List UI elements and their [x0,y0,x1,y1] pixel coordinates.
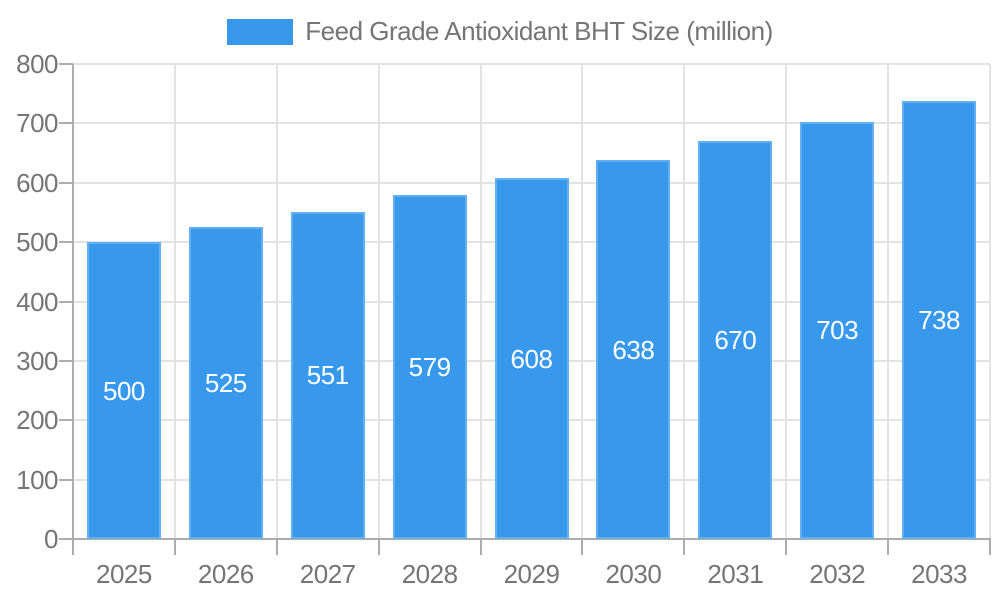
y-tick-mark [59,359,73,362]
x-axis-tick-label: 2025 [96,559,152,589]
gridline-vertical [377,64,380,539]
legend-item[interactable]: Feed Grade Antioxidant BHT Size (million… [0,16,1000,47]
y-tick-mark [59,241,73,244]
x-axis-tick-label: 2031 [707,559,764,589]
bar-2026[interactable] [188,227,263,539]
bar-value-label: 638 [612,334,655,365]
bar-value-label: 551 [306,360,349,391]
x-tick-mark [683,539,686,555]
bar-2032[interactable] [800,121,875,539]
y-axis-tick-label: 600 [16,167,58,198]
legend-swatch [227,18,294,45]
bar-value-label: 500 [102,375,145,406]
gridline-vertical [989,64,991,539]
gridline-horizontal [73,122,990,125]
x-tick-mark [479,539,482,555]
y-tick-mark [59,478,73,481]
x-tick-mark [785,539,788,555]
y-axis-tick-label: 300 [16,345,58,376]
bar-value-label: 703 [816,315,859,346]
x-axis-line [72,538,991,540]
x-tick-mark [275,539,278,555]
bar-2025[interactable] [86,242,161,539]
x-tick-mark [581,539,584,555]
legend-label: Feed Grade Antioxidant BHT Size (million… [305,16,773,46]
x-axis-tick-label: 2028 [401,559,458,589]
y-tick-mark [59,181,73,184]
x-axis-tick-label: 2032 [809,559,866,589]
bar-2028[interactable] [392,195,467,539]
bar-value-label: 738 [918,304,960,335]
x-axis-tick-label: 2029 [503,559,560,589]
y-axis-line [72,64,74,555]
y-tick-mark [59,300,73,303]
y-tick-mark [59,419,73,422]
y-axis-tick-label: 200 [16,405,58,436]
y-tick-mark [59,122,73,125]
bar-2033[interactable] [902,100,977,539]
gridline-vertical [479,64,482,539]
x-tick-mark [887,539,890,555]
y-axis-tick-label: 400 [16,286,58,317]
x-tick-mark [989,539,991,555]
bar-value-label: 608 [510,343,553,374]
y-axis-tick-label: 0 [44,524,58,554]
bar-2027[interactable] [290,211,365,539]
bar-value-label: 579 [408,352,451,383]
y-axis-tick-label: 800 [16,49,58,79]
gridline-vertical [785,64,788,539]
y-tick-mark [59,538,73,540]
y-axis-tick-label: 500 [16,227,58,258]
y-axis-tick-label: 700 [16,108,58,139]
x-tick-mark [377,539,380,555]
bar-value-label: 525 [204,368,247,399]
gridline-vertical [887,64,890,539]
gridline-vertical [581,64,584,539]
bar-2029[interactable] [494,178,569,539]
bar-2030[interactable] [596,160,671,539]
x-axis-tick-label: 2033 [911,559,967,589]
gridline-horizontal [73,63,990,65]
x-tick-mark [173,539,176,555]
gridline-vertical [683,64,686,539]
x-axis-tick-label: 2026 [197,559,254,589]
y-axis-tick-label: 100 [16,464,58,495]
bar-2031[interactable] [698,141,773,539]
y-tick-mark [59,63,73,65]
gridline-vertical [275,64,278,539]
x-axis-tick-label: 2027 [299,559,356,589]
gridline-vertical [173,64,176,539]
x-axis-tick-label: 2030 [605,559,662,589]
bar-value-label: 670 [714,325,757,356]
